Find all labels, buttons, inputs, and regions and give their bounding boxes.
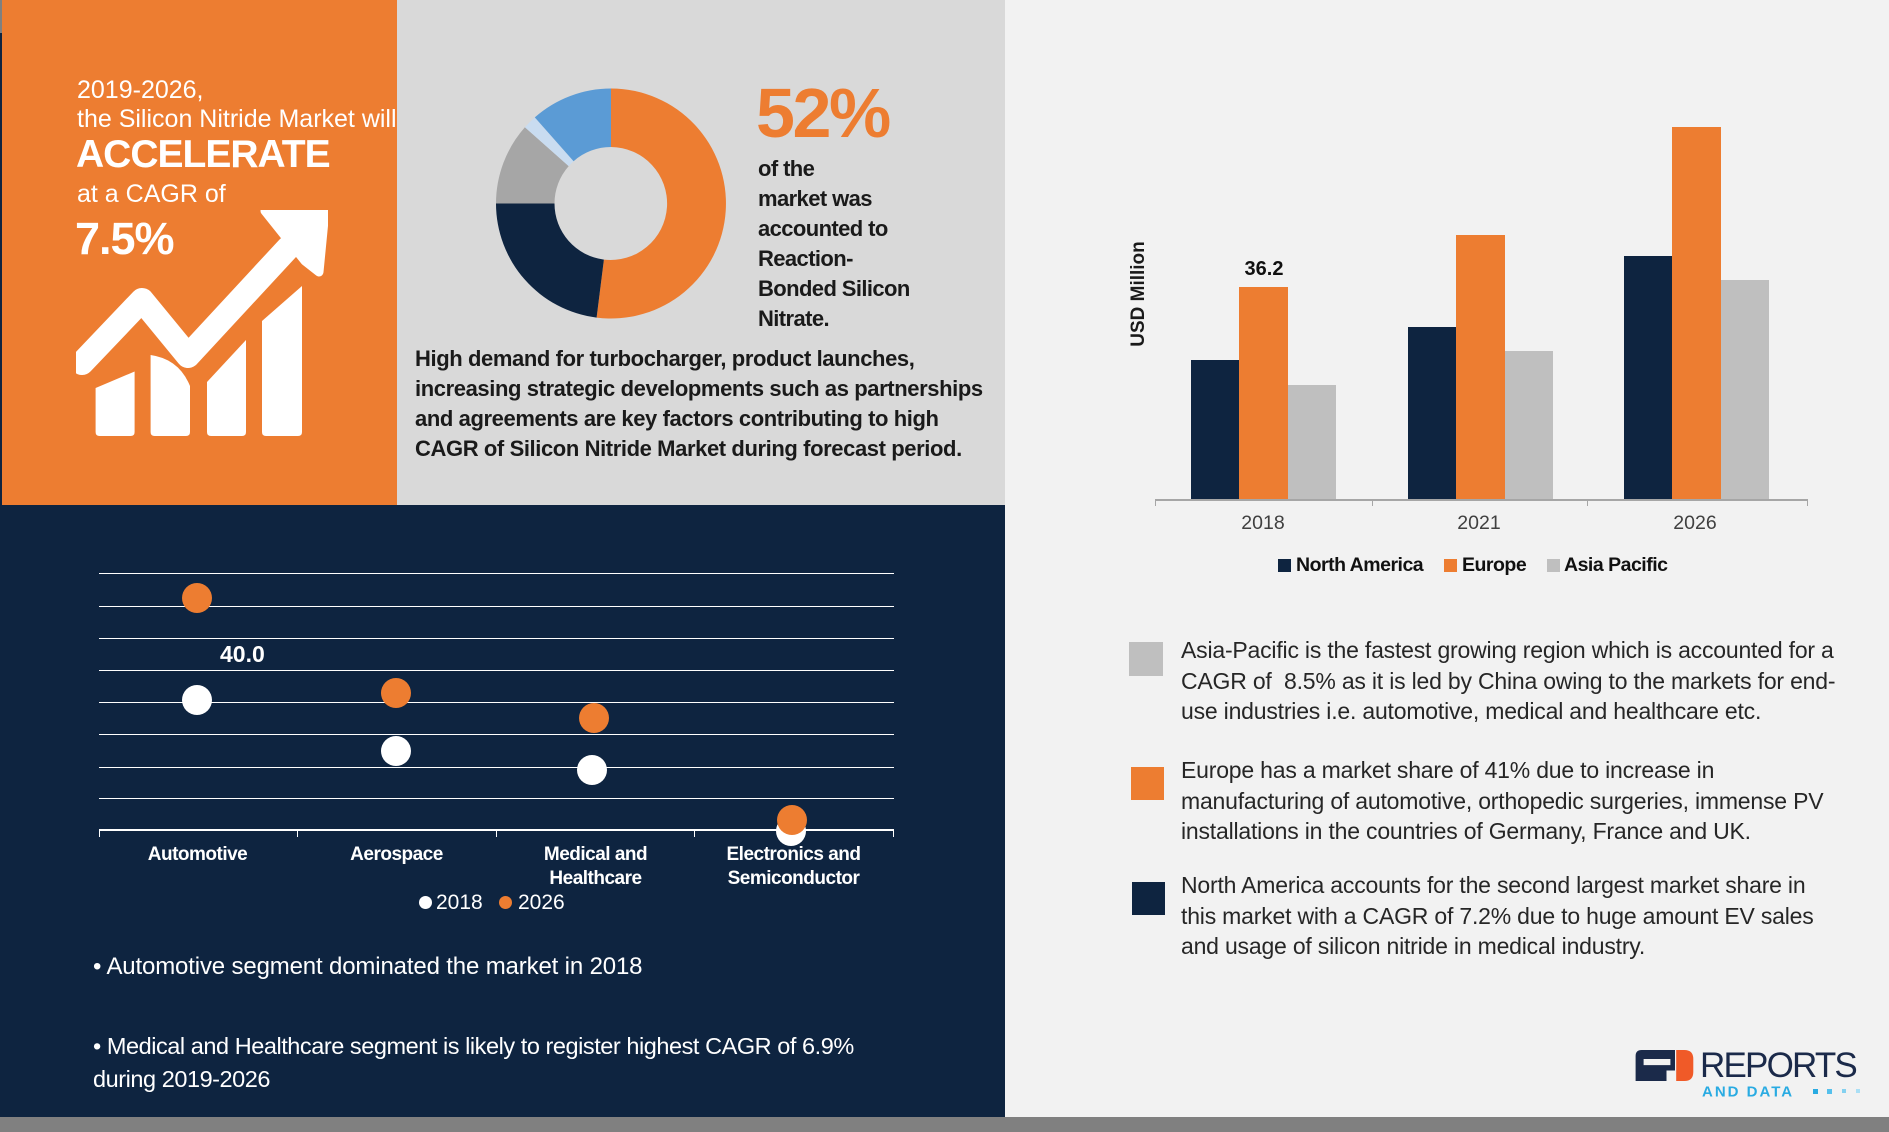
svg-text:REPORTS: REPORTS [1700, 1046, 1856, 1085]
svg-text:AND DATA: AND DATA [1702, 1084, 1794, 1101]
